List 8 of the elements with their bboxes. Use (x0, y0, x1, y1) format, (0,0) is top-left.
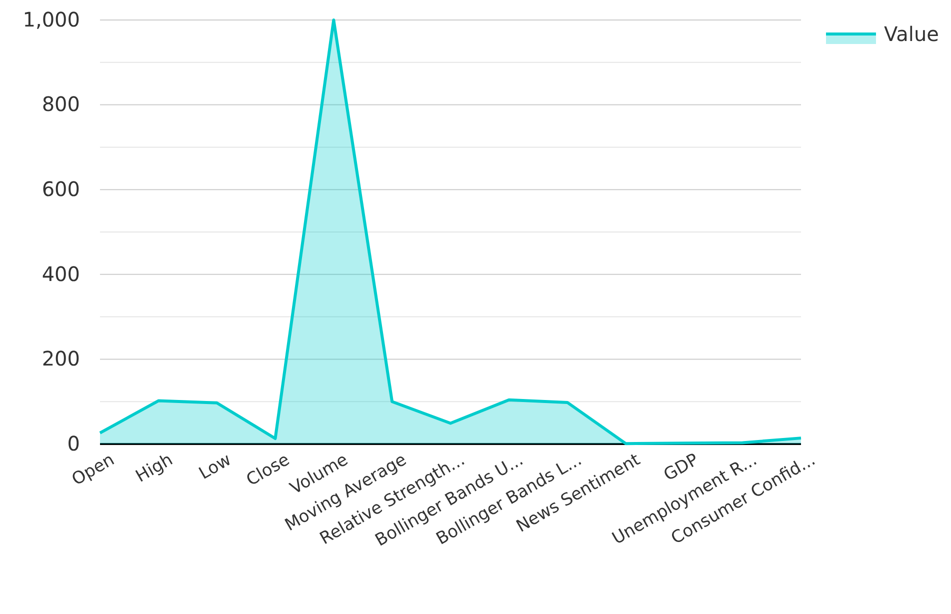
y-tick-label: 800 (42, 92, 80, 116)
legend-label: Value (884, 22, 939, 46)
y-tick-label: 1,000 (22, 7, 80, 32)
y-tick-label: 400 (42, 262, 80, 286)
x-tick-label: Low (196, 450, 235, 484)
x-tick-label: High (132, 450, 176, 487)
y-tick-label: 200 (42, 346, 80, 371)
y-tick-label: 600 (42, 177, 80, 201)
